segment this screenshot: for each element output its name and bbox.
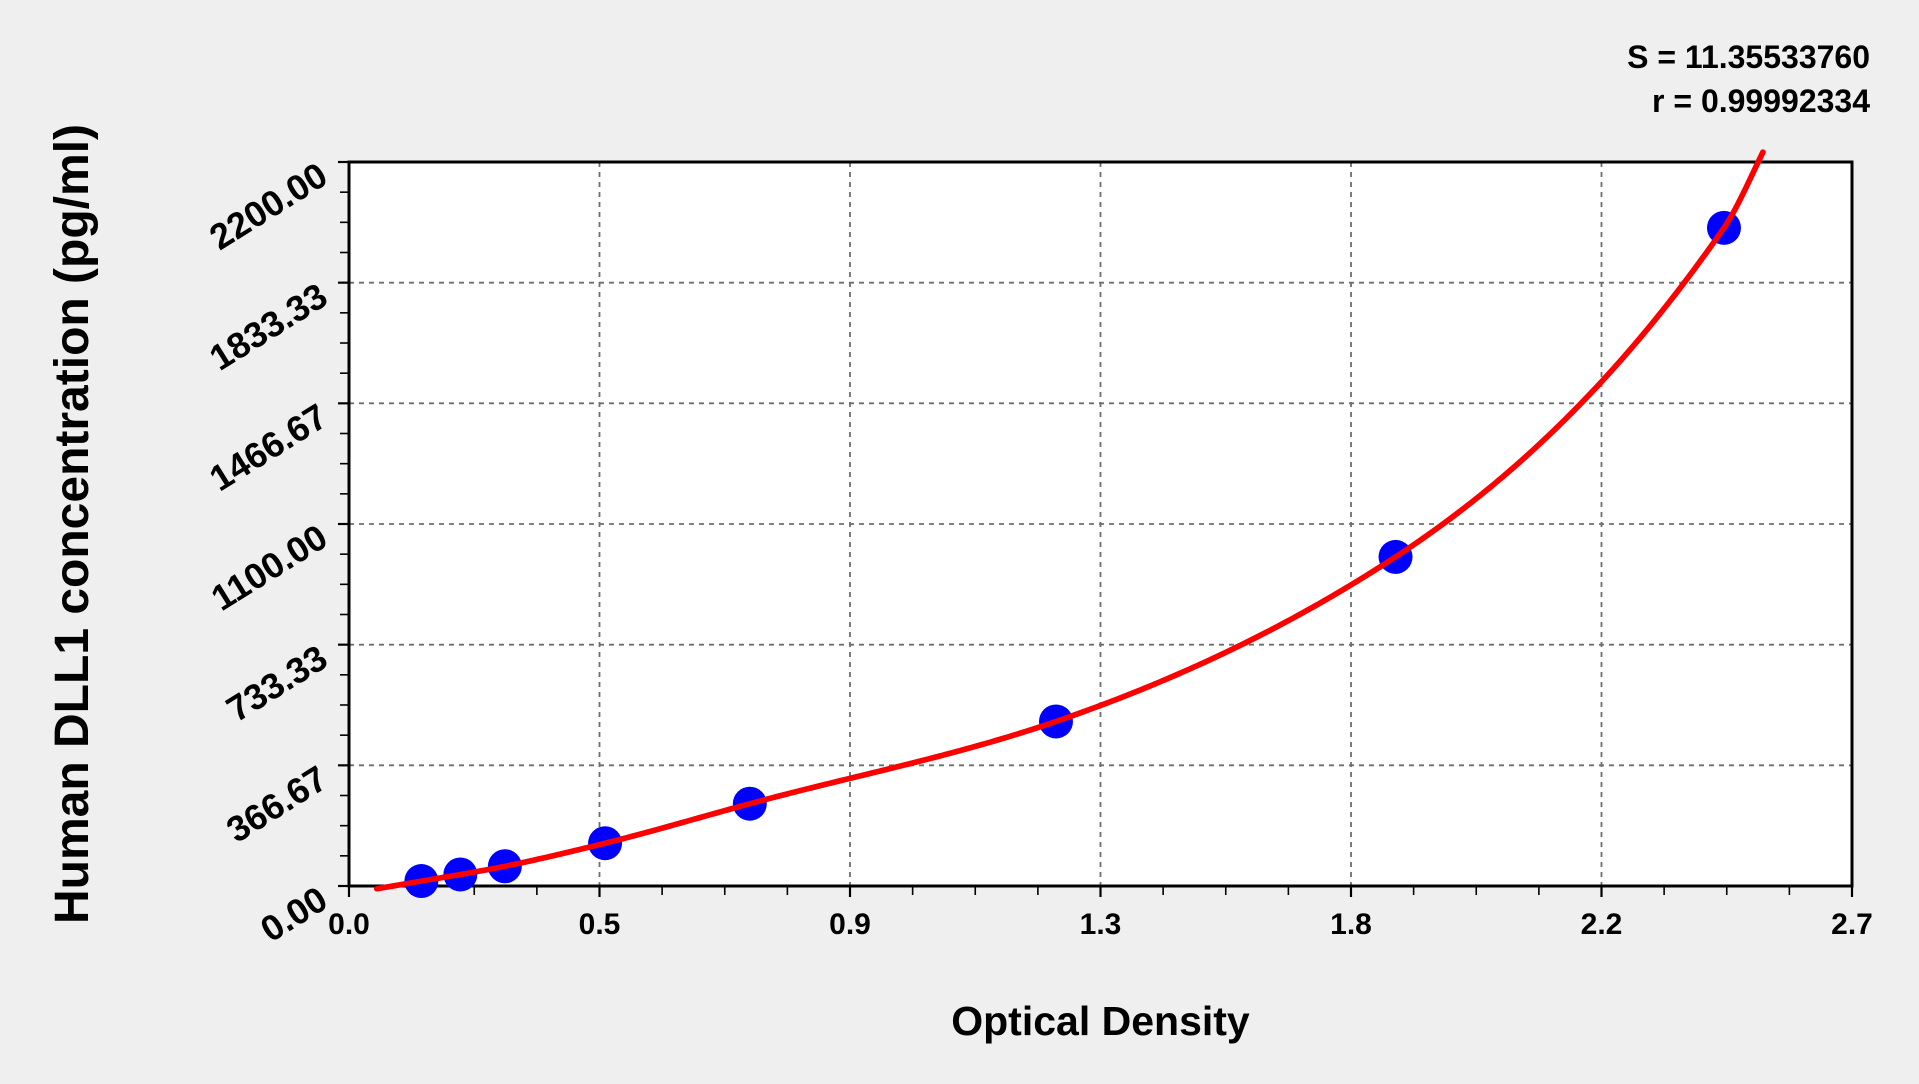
svg-text:S = 11.35533760: S = 11.35533760 bbox=[1627, 39, 1870, 75]
svg-text:r = 0.99992334: r = 0.99992334 bbox=[1652, 83, 1870, 119]
svg-text:2.7: 2.7 bbox=[1831, 908, 1873, 941]
svg-text:2.2: 2.2 bbox=[1581, 908, 1623, 941]
svg-text:0.9: 0.9 bbox=[829, 908, 871, 941]
svg-text:Human DLL1 concentration (pg/m: Human DLL1 concentration (pg/ml) bbox=[46, 124, 99, 924]
svg-text:1.3: 1.3 bbox=[1080, 908, 1122, 941]
svg-text:Optical Density: Optical Density bbox=[951, 998, 1250, 1044]
svg-text:1.8: 1.8 bbox=[1330, 908, 1372, 941]
svg-text:0.0: 0.0 bbox=[328, 908, 370, 941]
svg-text:0.5: 0.5 bbox=[579, 908, 621, 941]
